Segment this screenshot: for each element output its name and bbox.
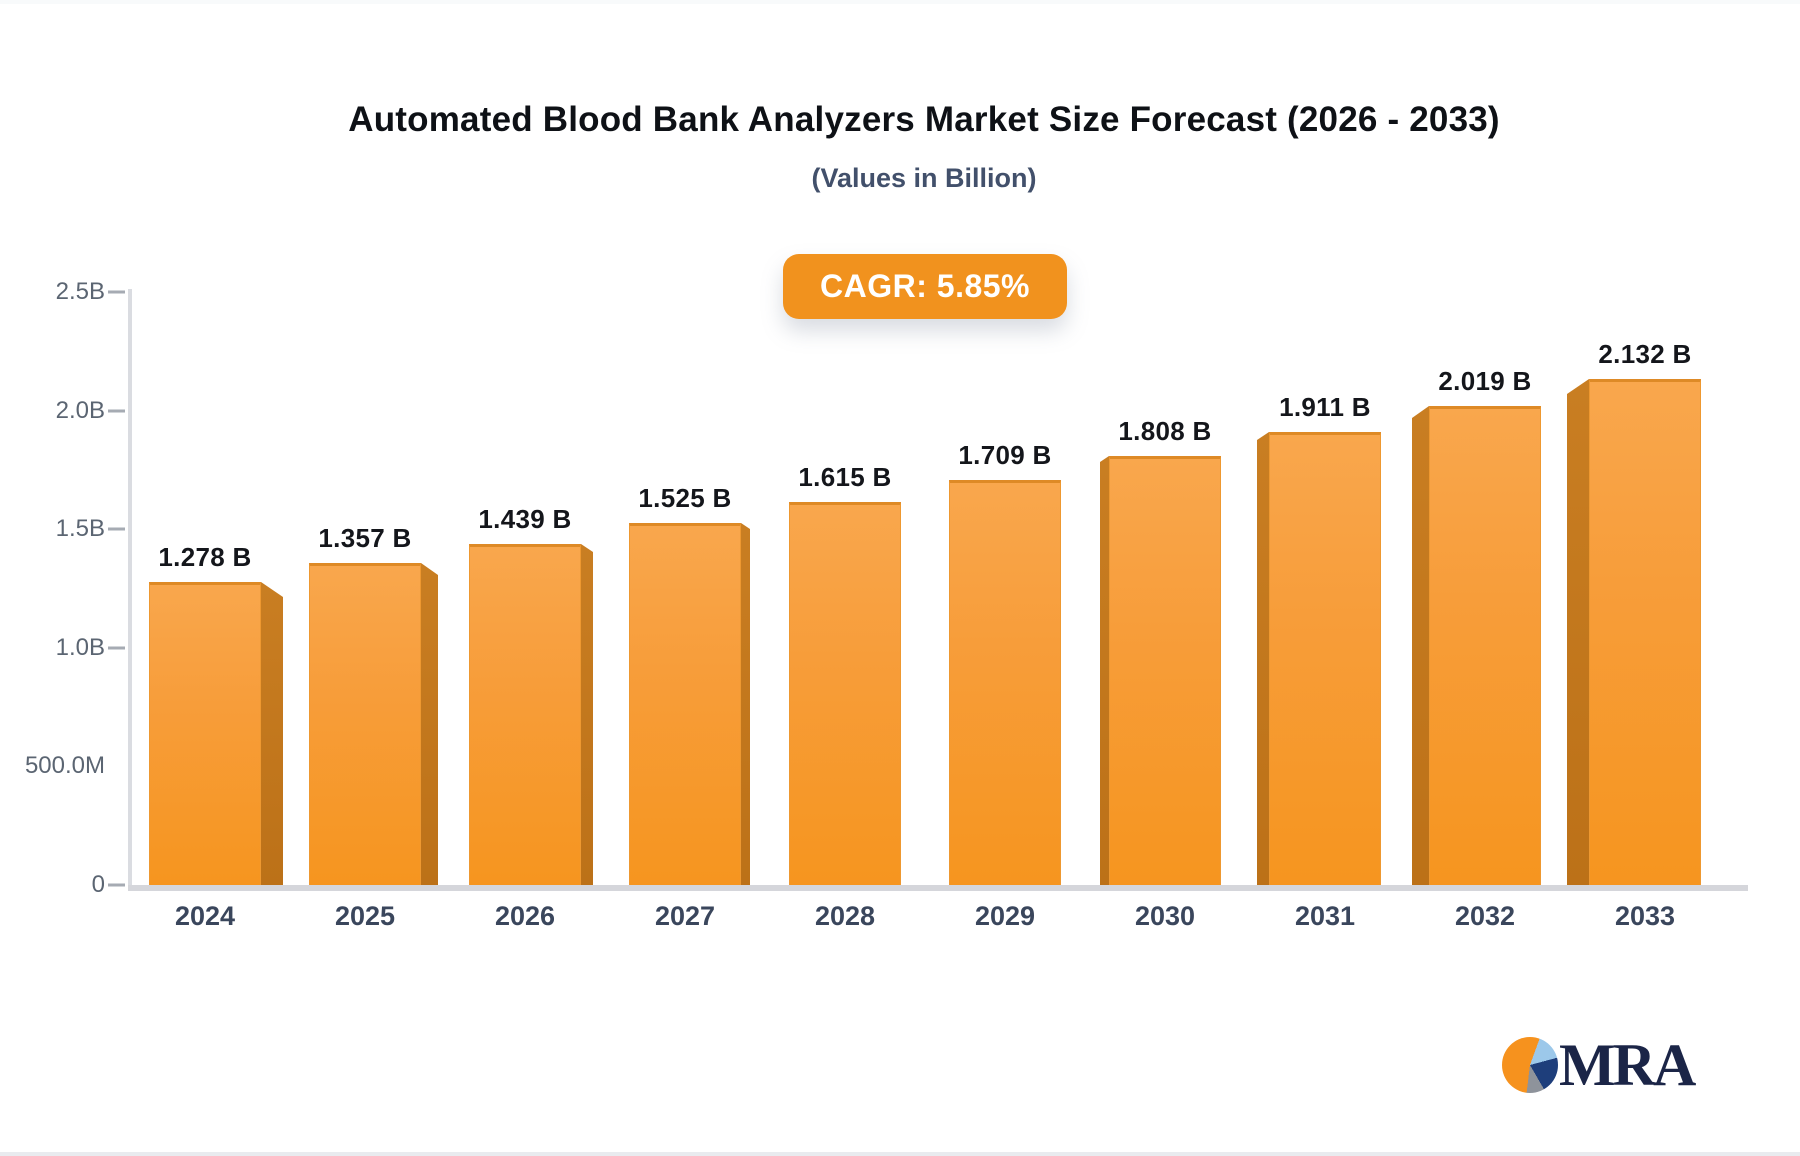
x-axis-label-2024: 2024 [174,901,236,931]
bar-face [309,563,421,885]
bar-value-label: 1.808 B [1118,416,1212,446]
bar-face [1269,432,1381,885]
bar-value-label: 1.525 B [638,483,732,513]
bar-2030: 1.808 B [1100,416,1221,885]
y-axis-tick-label: 1.5B [55,515,105,543]
x-axis-label-2025: 2025 [334,901,396,931]
x-axis-label-2026: 2026 [494,901,556,931]
bar-2028: 1.615 B [789,462,901,885]
bar-2025: 1.357 B [309,523,438,885]
bar-value-label: 1.709 B [958,440,1052,470]
bar-face [469,544,581,885]
y-axis-tick-label: 500.0M [24,752,105,780]
x-axis-label-2033: 2033 [1614,901,1676,931]
chart-subtitle: (Values in Billion) [811,163,1037,193]
bar-face [149,582,261,885]
y-axis-tick-label: 2.0B [55,396,105,424]
bar-2026: 1.439 B [469,504,593,885]
x-axis-baseline [128,885,1748,891]
bar-value-label: 1.439 B [478,504,572,534]
y-axis-tick-mark [108,527,125,531]
bar-2031: 1.911 B [1257,392,1381,885]
bar-face [1429,406,1541,885]
mra-logo: MRA [1502,1032,1696,1098]
bar-3d-side [1412,406,1429,885]
bar-face [949,480,1061,885]
bar-3d-side [421,563,438,885]
bar-3d-side [261,582,283,885]
bar-value-label: 2.019 B [1438,366,1532,396]
bar-value-label: 2.132 B [1598,339,1692,369]
bottom-edge-strip [0,1152,1800,1156]
bar-2032: 2.019 B [1412,366,1541,885]
y-axis-tick-label: 1.0B [55,633,105,661]
x-axis-label-2030: 2030 [1134,901,1196,931]
bar-value-label: 1.911 B [1279,392,1371,422]
bar-2033: 2.132 B [1567,339,1701,885]
bar-face [1109,456,1221,885]
y-axis-tick-mark [108,409,125,413]
bar-3d-side [1257,432,1269,885]
y-axis-tick-label: 2.5B [55,278,105,305]
y-axis-tick-label: 0 [91,871,105,898]
y-axis-tick-mark [108,290,125,294]
bar-3d-side [581,544,593,885]
cagr-badge: CAGR: 5.85% [783,254,1067,319]
bar-value-label: 1.357 B [318,523,412,553]
bar-value-label: 1.278 B [158,542,252,572]
bar-3d-side [1100,456,1109,885]
bar-2024: 1.278 B [149,542,283,885]
bar-face [1589,379,1701,885]
bar-2029: 1.709 B [949,440,1061,885]
bar-value-label: 1.615 B [798,462,892,492]
x-axis-label-2027: 2027 [654,901,716,931]
top-edge-strip [0,0,1800,4]
bar-face [789,502,901,885]
y-axis-tick-mark [108,883,125,887]
bar-3d-side [741,523,750,885]
logo-text: MRA [1559,1032,1696,1098]
x-axis-label-2032: 2032 [1454,901,1516,931]
y-axis-line [128,289,132,886]
chart-title: Automated Blood Bank Analyzers Market Si… [348,100,1500,139]
x-axis-label-2028: 2028 [814,901,876,931]
y-axis-tick-mark [108,646,125,650]
x-axis-label-2029: 2029 [974,901,1036,931]
bar-3d-side [1567,379,1589,885]
bar-face [629,523,741,885]
x-axis-label-2031: 2031 [1294,901,1356,931]
pie-chart-icon [1502,1037,1558,1093]
bar-2027: 1.525 B [629,483,750,885]
